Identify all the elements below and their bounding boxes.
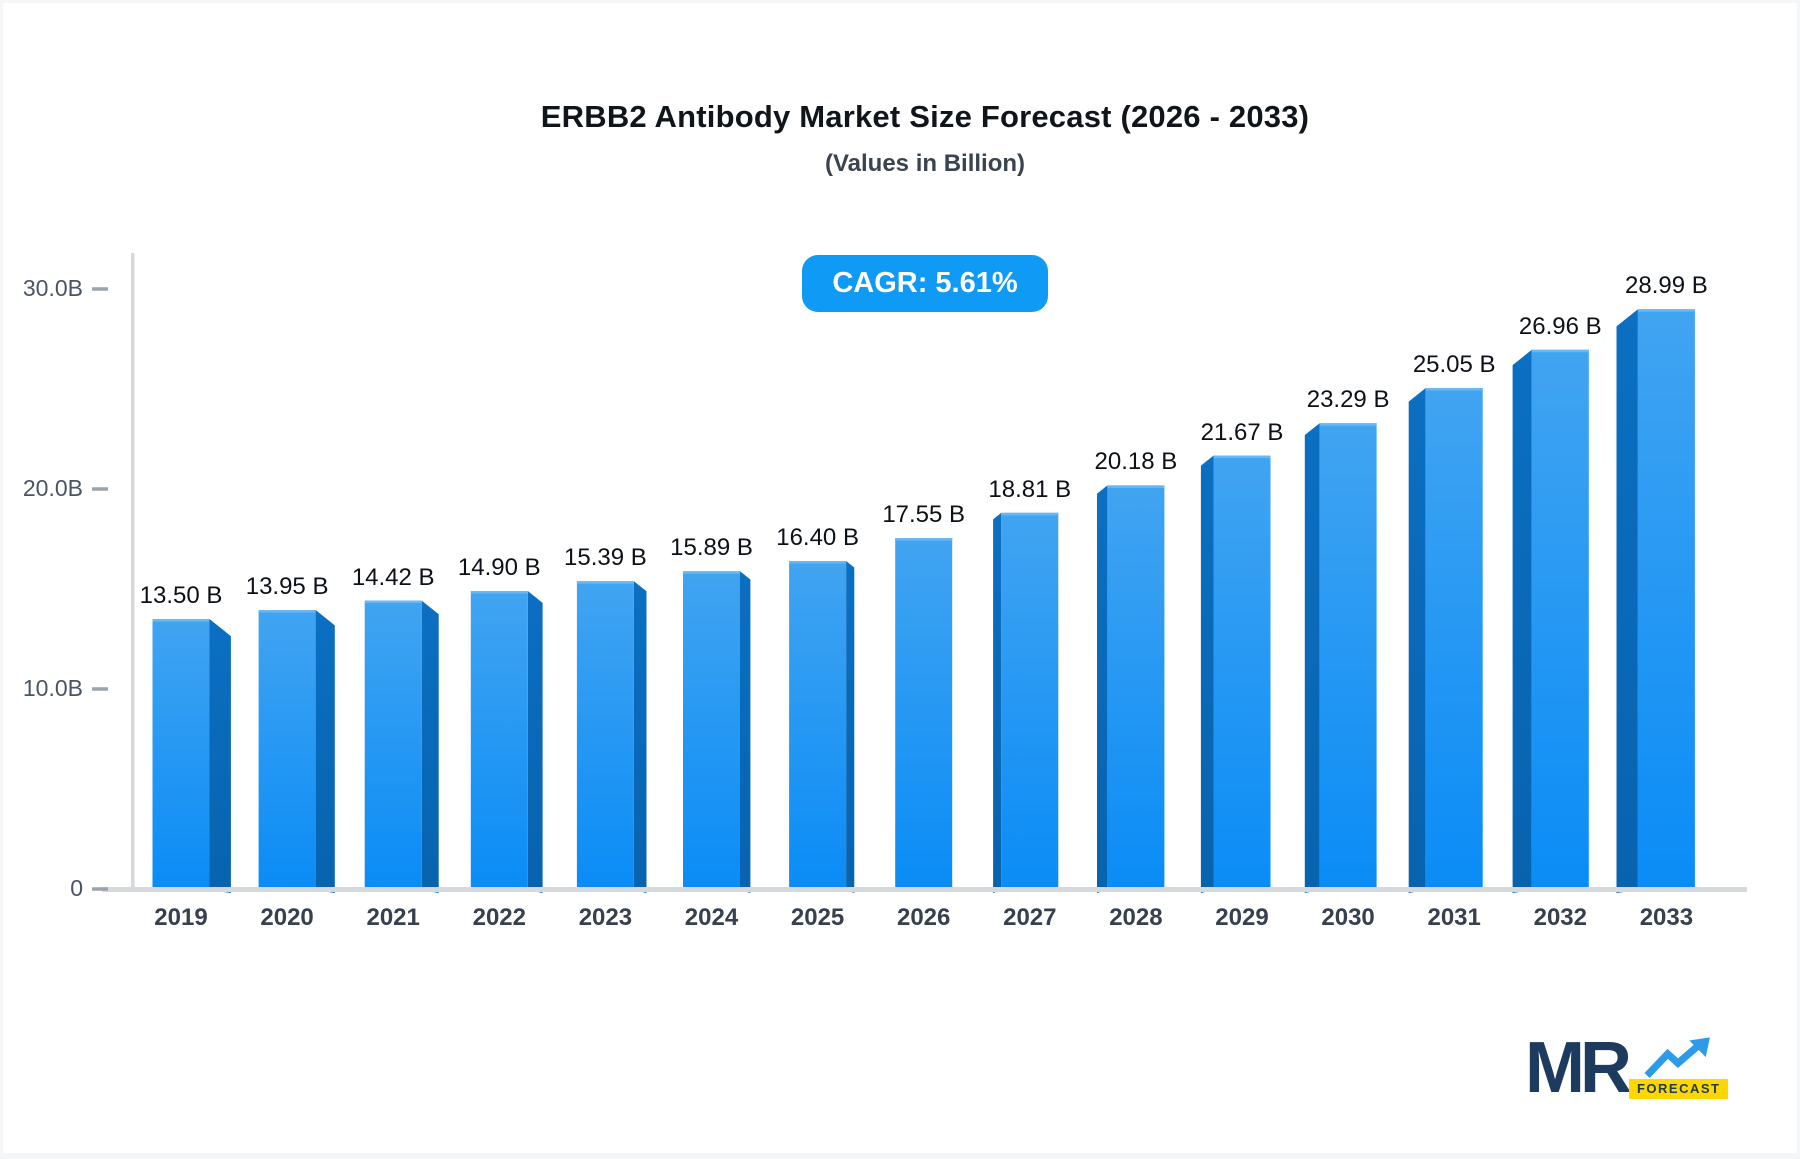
chart-subtitle: (Values in Billion): [824, 150, 1026, 177]
bar-2025[interactable]: [789, 561, 855, 893]
x-axis-label-2026: 2026: [896, 904, 951, 931]
x-axis-label-2030: 2030: [1321, 904, 1375, 931]
x-axis-label-2029: 2029: [1215, 904, 1269, 931]
y-tick-dash: [92, 887, 108, 891]
bar-value-label: 15.89 B: [670, 534, 753, 562]
x-axis-label-2025: 2025: [790, 904, 845, 931]
x-axis-label-2019: 2019: [154, 904, 208, 931]
bar-value-label: 26.96 B: [1518, 312, 1602, 340]
x-axis-label-2032: 2032: [1533, 904, 1587, 931]
x-axis-label-2020: 2020: [260, 904, 314, 931]
x-axis-label-2027: 2027: [1003, 904, 1057, 931]
bar-2033[interactable]: [1616, 309, 1695, 893]
y-axis-line: [131, 253, 135, 889]
x-axis-label-2021: 2021: [366, 904, 420, 931]
x-axis-label-2024: 2024: [684, 904, 739, 931]
y-tick-dash: [92, 487, 108, 491]
bar-value-label: 13.95 B: [245, 573, 329, 600]
bar-chart-plot-area: 13.50 B 2019 13.95 B 2020 14.42 B 2021 14.90 B…: [3, 3, 1797, 1153]
x-axis-label-2022: 2022: [472, 904, 526, 931]
logo-forecast-text: FORECAST: [1628, 1079, 1729, 1099]
bar-2029[interactable]: [1200, 455, 1271, 893]
chart-card: ERBB2 Antibody Market Size Forecast (202…: [3, 3, 1797, 1153]
y-tick-label-20.0B: 20.0B: [22, 475, 83, 501]
x-axis-label-2023: 2023: [578, 904, 633, 931]
bar-2023[interactable]: [576, 581, 647, 893]
x-axis-line: [102, 887, 1747, 892]
mr-forecast-logo: MR FORECAST: [1525, 1028, 1729, 1108]
x-axis-label-2033: 2033: [1639, 904, 1694, 931]
bar-value-label: 14.42 B: [351, 563, 435, 591]
bar-value-label: 25.05 B: [1412, 351, 1496, 378]
bar-2028[interactable]: [1097, 485, 1165, 893]
bar-value-label: 15.39 B: [564, 544, 647, 572]
y-tick-dash: [92, 687, 108, 691]
x-axis-label-2028: 2028: [1109, 904, 1163, 931]
x-axis-label-2031: 2031: [1427, 904, 1481, 931]
bar-2027[interactable]: [993, 512, 1059, 893]
logo-trend-arrow-icon: [1644, 1037, 1710, 1078]
bar-2032[interactable]: [1512, 349, 1589, 893]
bar-value-label: 14.90 B: [457, 554, 541, 581]
bar-2030[interactable]: [1304, 423, 1377, 893]
bar-2022[interactable]: [470, 591, 543, 893]
logo-mr-text: MR: [1525, 1028, 1632, 1108]
bar-value-label: 13.50 B: [139, 582, 223, 609]
bar-2019[interactable]: [152, 619, 231, 893]
cagr-badge-wrap: CAGR: 5.61%: [53, 255, 1797, 312]
bar-value-label: 23.29 B: [1306, 386, 1390, 414]
bar-2031[interactable]: [1408, 388, 1483, 893]
bar-2026[interactable]: [895, 538, 953, 889]
y-tick-label-0: 0: [70, 875, 83, 901]
y-tick-dash: [92, 287, 108, 291]
chart-title: ERBB2 Antibody Market Size Forecast (202…: [540, 99, 1310, 134]
bar-value-label: 21.67 B: [1200, 418, 1284, 446]
cagr-badge: CAGR: 5.61%: [802, 255, 1048, 312]
bar-2020[interactable]: [258, 610, 335, 893]
bar-value-label: 16.40 B: [776, 524, 859, 551]
y-tick-label-10.0B: 10.0B: [22, 675, 83, 701]
bar-value-label: 28.99 B: [1625, 272, 1708, 300]
bar-2021[interactable]: [364, 600, 439, 893]
bar-value-label: 18.81 B: [988, 475, 1072, 503]
bar-2024[interactable]: [683, 571, 751, 893]
bars-canvas: [92, 253, 1747, 893]
bar-value-label: 17.55 B: [882, 501, 966, 528]
bar-value-label: 20.18 B: [1094, 448, 1178, 476]
y-tick-label-30.0B: 30.0B: [22, 275, 83, 301]
